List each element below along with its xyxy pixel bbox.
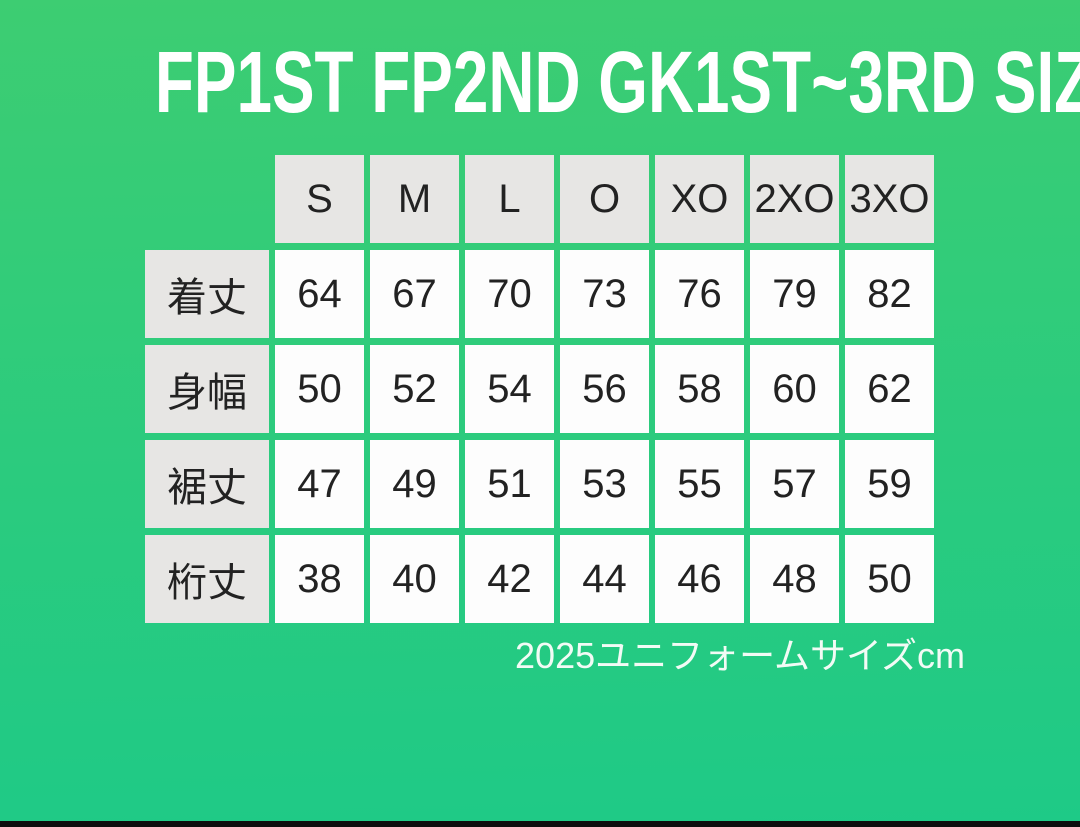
row-label-2: 裾丈 (145, 440, 269, 528)
size-value-1-l: 54 (465, 345, 554, 433)
size-column-header-m: M (370, 155, 459, 243)
size-value-1-3xo: 62 (845, 345, 934, 433)
size-value-1-m: 52 (370, 345, 459, 433)
size-value-3-m: 40 (370, 535, 459, 623)
size-table: S M L O XO 2XO 3XO 着丈 64 67 70 73 76 79 82 身幅 50 52 54 56 58… (145, 155, 934, 623)
size-value-0-l: 70 (465, 250, 554, 338)
size-value-3-o: 44 (560, 535, 649, 623)
size-value-0-2xo: 79 (750, 250, 839, 338)
size-value-1-xo: 58 (655, 345, 744, 433)
size-value-0-m: 67 (370, 250, 459, 338)
size-value-0-s: 64 (275, 250, 364, 338)
size-column-header-s: S (275, 155, 364, 243)
size-value-1-s: 50 (275, 345, 364, 433)
size-value-2-s: 47 (275, 440, 364, 528)
size-column-header-3xo: 3XO (845, 155, 934, 243)
size-value-2-2xo: 57 (750, 440, 839, 528)
size-column-header-2xo: 2XO (750, 155, 839, 243)
row-label-3: 桁丈 (145, 535, 269, 623)
size-value-3-xo: 46 (655, 535, 744, 623)
row-label-0: 着丈 (145, 250, 269, 338)
corner-spacer (145, 155, 269, 243)
size-value-1-o: 56 (560, 345, 649, 433)
size-column-header-l: L (465, 155, 554, 243)
size-value-3-s: 38 (275, 535, 364, 623)
size-value-3-2xo: 48 (750, 535, 839, 623)
page-title-text: FP1ST FP2ND GK1ST~3RD SIZE (154, 33, 1080, 131)
size-value-2-l: 51 (465, 440, 554, 528)
size-value-0-xo: 76 (655, 250, 744, 338)
size-value-3-3xo: 50 (845, 535, 934, 623)
size-column-header-o: O (560, 155, 649, 243)
bottom-bar (0, 821, 1080, 827)
page-title: FP1ST FP2ND GK1ST~3RD SIZE (0, 33, 1080, 131)
size-value-0-o: 73 (560, 250, 649, 338)
size-column-header-xo: XO (655, 155, 744, 243)
size-value-2-3xo: 59 (845, 440, 934, 528)
size-value-2-o: 53 (560, 440, 649, 528)
size-value-1-2xo: 60 (750, 345, 839, 433)
row-label-1: 身幅 (145, 345, 269, 433)
size-value-2-xo: 55 (655, 440, 744, 528)
size-value-3-l: 42 (465, 535, 554, 623)
caption: 2025ユニフォームサイズcm (515, 635, 965, 676)
size-value-0-3xo: 82 (845, 250, 934, 338)
size-value-2-m: 49 (370, 440, 459, 528)
